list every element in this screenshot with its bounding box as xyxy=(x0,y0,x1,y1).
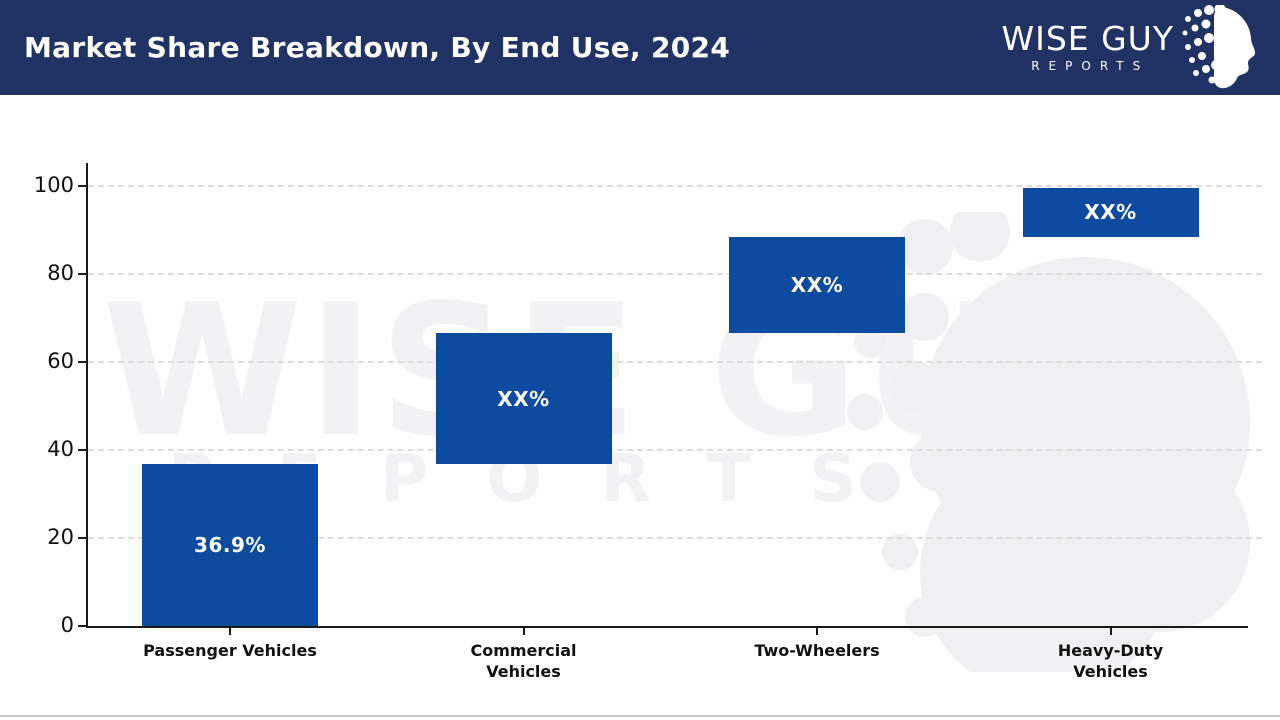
y-tick-label: 40 xyxy=(47,437,74,461)
y-tick-label: 80 xyxy=(47,261,74,285)
y-tick-label: 60 xyxy=(47,349,74,373)
logo-name: WISE GUY xyxy=(1001,19,1174,58)
x-tick xyxy=(1109,628,1112,635)
logo-text: WISE GUY REPORTS xyxy=(1001,22,1174,73)
gridline-60 xyxy=(88,361,1262,363)
chart-title: Market Share Breakdown, By End Use, 2024 xyxy=(24,31,731,64)
y-tick-40 xyxy=(78,449,86,451)
x-tick-label: Heavy-Duty Vehicles xyxy=(1057,641,1164,681)
gridline-20 xyxy=(88,537,1262,539)
wise-guy-logo: WISE GUY REPORTS xyxy=(1001,4,1256,91)
gridline-40 xyxy=(88,449,1262,451)
bar-value-label: XX% xyxy=(497,386,550,411)
y-tick-0 xyxy=(78,625,86,627)
bar-segment: 36.9% xyxy=(142,463,318,626)
x-tick-label: Commercial Vehicles xyxy=(470,641,577,681)
header-bar: Market Share Breakdown, By End Use, 2024… xyxy=(0,0,1280,95)
y-tick-60 xyxy=(78,361,86,363)
y-tick-80 xyxy=(78,273,86,275)
x-tick xyxy=(229,628,231,635)
x-tick-label: Two-Wheelers xyxy=(754,641,880,660)
x-axis-line xyxy=(86,626,1248,628)
y-axis-line xyxy=(86,163,88,628)
bar-value-label: XX% xyxy=(790,272,844,297)
x-tick xyxy=(816,628,818,635)
bar-segment: XX% xyxy=(435,333,612,464)
bottom-divider xyxy=(0,715,1280,717)
gridline-80 xyxy=(88,273,1262,275)
logo-tagline: REPORTS xyxy=(1031,59,1150,73)
bar-value-label: 36.9% xyxy=(194,532,266,557)
y-tick-label: 20 xyxy=(47,525,74,549)
bar-value-label: XX% xyxy=(1084,200,1137,225)
y-tick-label: 100 xyxy=(33,173,74,197)
y-tick-100 xyxy=(78,185,86,187)
y-tick-20 xyxy=(78,537,86,539)
y-tick-label: 0 xyxy=(60,613,74,637)
bar-segment: XX% xyxy=(1022,187,1199,237)
x-tick-label: Passenger Vehicles xyxy=(143,641,317,660)
gridline-100 xyxy=(88,185,1262,187)
bar-segment: XX% xyxy=(729,236,905,334)
logo-head-icon xyxy=(1182,4,1256,88)
x-tick xyxy=(522,628,525,635)
